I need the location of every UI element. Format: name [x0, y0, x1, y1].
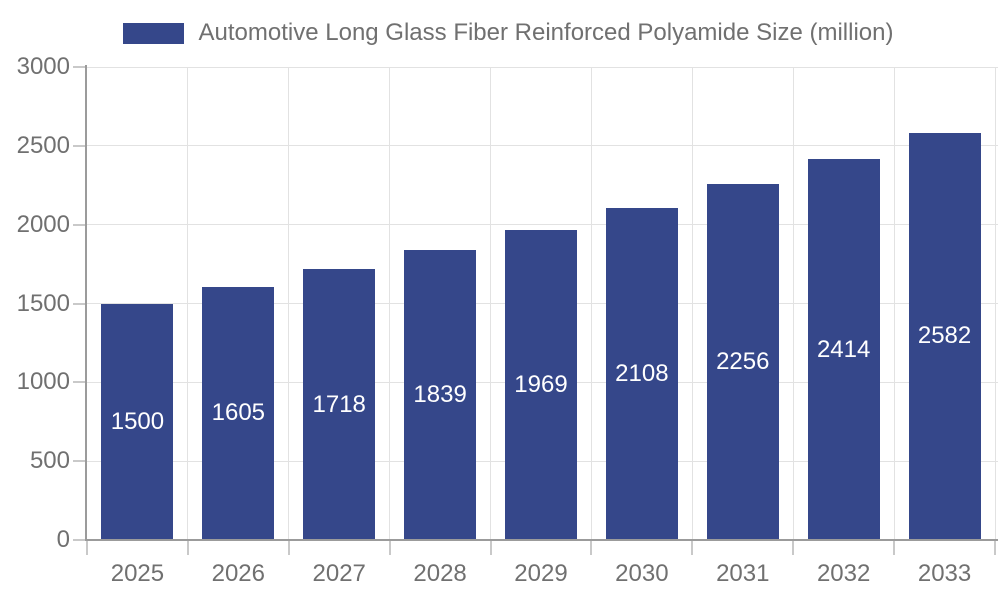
x-axis-tick-label: 2027 — [312, 560, 366, 587]
bar-2027 — [303, 269, 376, 540]
bar-2032 — [807, 159, 880, 540]
y-axis-tick-label: 0 — [56, 526, 70, 553]
y-tick-mark — [73, 539, 87, 541]
y-axis-line — [85, 65, 87, 540]
bar-2033 — [908, 132, 981, 540]
x-axis-tick-label: 2029 — [514, 560, 568, 587]
bar-2028 — [404, 250, 477, 540]
x-tick-mark — [186, 540, 189, 555]
legend[interactable]: Automotive Long Glass Fiber Reinforced P… — [8, 19, 1000, 47]
y-tick-mark — [73, 66, 87, 68]
y-axis-tick-label: 3000 — [16, 53, 70, 80]
bar-2025 — [101, 303, 174, 540]
bar-value-label: 1718 — [312, 390, 366, 418]
v-gridline — [389, 67, 391, 540]
y-tick-mark — [73, 144, 87, 147]
bar-2031 — [706, 184, 779, 540]
x-tick-mark — [287, 540, 290, 555]
bar-2029 — [505, 229, 577, 540]
y-axis-tick-label: 1000 — [16, 368, 70, 396]
x-axis-line — [85, 539, 998, 541]
x-axis-tick-label: 2032 — [816, 560, 871, 587]
bar-2030 — [605, 207, 678, 540]
y-tick-mark — [73, 223, 87, 226]
x-axis-tick-label: 2031 — [716, 560, 770, 587]
legend-swatch — [122, 22, 184, 44]
y-axis-tick-label: 500 — [29, 447, 70, 475]
y-tick-mark — [73, 381, 87, 384]
x-axis-tick-label: 2033 — [917, 560, 972, 587]
v-gridline — [792, 67, 794, 540]
v-gridline — [893, 67, 895, 540]
bar-value-label: 2108 — [615, 359, 669, 387]
v-gridline — [691, 67, 693, 540]
h-gridline — [87, 145, 998, 147]
v-gridline — [490, 67, 492, 540]
x-tick-mark — [388, 540, 391, 555]
x-axis-tick-label: 2026 — [211, 560, 265, 587]
y-axis-tick-label: 1500 — [16, 289, 70, 317]
x-tick-mark — [994, 540, 996, 555]
x-tick-mark — [792, 540, 795, 555]
x-axis-tick-label: 2025 — [110, 560, 165, 587]
bar-value-label: 2414 — [816, 335, 871, 363]
bar-value-label: 2256 — [716, 348, 770, 376]
v-gridline — [994, 67, 996, 540]
v-gridline — [288, 67, 290, 540]
x-tick-mark — [691, 540, 694, 555]
x-tick-mark — [489, 540, 492, 555]
h-gridline — [87, 224, 998, 226]
bar-2026 — [202, 286, 275, 540]
y-axis-tick-label: 2500 — [16, 131, 70, 159]
bar-value-label: 1605 — [211, 399, 266, 427]
legend-label: Automotive Long Glass Fiber Reinforced P… — [198, 19, 894, 46]
h-gridline — [87, 66, 998, 68]
v-gridline — [187, 67, 189, 540]
x-axis-tick-label: 2028 — [413, 560, 467, 587]
bar-value-label: 1500 — [110, 407, 165, 435]
x-tick-mark — [86, 540, 88, 555]
x-axis-tick-label: 2030 — [615, 560, 669, 587]
bar-value-label: 1969 — [514, 370, 568, 398]
x-tick-mark — [893, 540, 896, 555]
bar-value-label: 1839 — [413, 381, 467, 409]
y-tick-mark — [73, 302, 87, 305]
bar-value-label: 2582 — [917, 322, 972, 350]
v-gridline — [590, 67, 592, 540]
x-tick-mark — [590, 540, 593, 555]
y-axis-tick-label: 2000 — [16, 210, 70, 238]
y-tick-mark — [73, 460, 87, 463]
